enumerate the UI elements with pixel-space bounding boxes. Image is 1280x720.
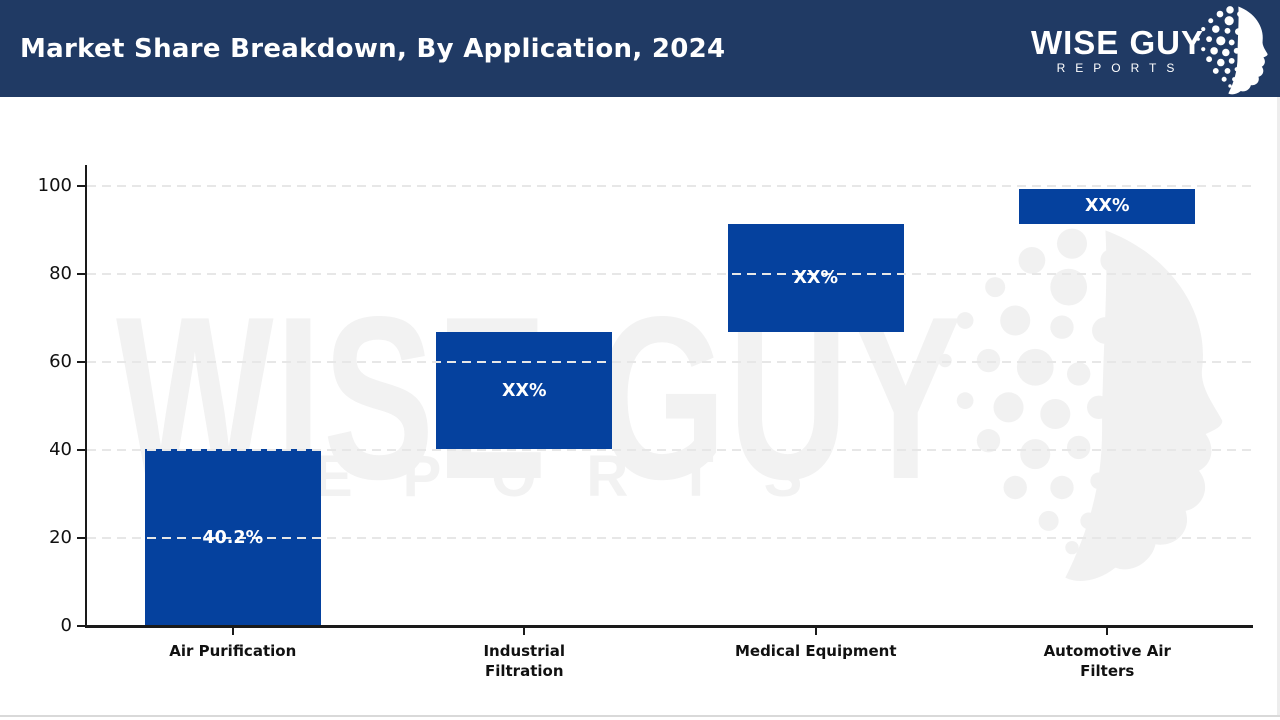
logo-subtitle: REPORTS <box>1056 61 1185 75</box>
y-axis-tick-label: 80 <box>49 263 72 284</box>
y-axis-tick-label: 0 <box>60 615 72 636</box>
category-label: Medical Equipment <box>734 642 897 660</box>
gridline <box>87 361 1253 363</box>
y-axis-tick <box>77 185 85 187</box>
x-axis-line <box>85 625 1253 628</box>
y-axis-tick <box>77 537 85 539</box>
y-axis-tick <box>77 361 85 363</box>
waterfall-bar <box>727 223 904 333</box>
bar-value-label: XX% <box>501 380 547 401</box>
gridline <box>87 273 1253 275</box>
page-title: Market Share Breakdown, By Application, … <box>20 33 726 64</box>
wise-guy-logo: WISE GUY REPORTS <box>1031 4 1272 96</box>
y-axis-tick <box>77 625 85 627</box>
category-label: Industrial Filtration <box>483 642 566 680</box>
x-axis-tick <box>1106 628 1109 635</box>
x-axis-tick <box>231 628 234 635</box>
header-bar: Market Share Breakdown, By Application, … <box>0 0 1280 97</box>
waterfall-bar <box>1019 189 1196 224</box>
x-axis-tick <box>814 628 817 635</box>
y-axis-tick <box>77 449 85 451</box>
x-axis-tick <box>523 628 526 635</box>
bar-value-label: 40.2% <box>202 527 264 548</box>
y-axis-tick-label: 40 <box>49 439 72 460</box>
y-axis-tick <box>77 273 85 275</box>
category-label: Air Purification <box>169 642 297 660</box>
bottom-border <box>0 715 1280 717</box>
bar-value-label: XX% <box>793 267 839 288</box>
category-label: Automotive Air Filters <box>1043 642 1171 680</box>
y-axis-tick-label: 100 <box>37 175 72 196</box>
right-border <box>1277 97 1280 715</box>
logo-wordmark-block: WISE GUY REPORTS <box>1030 24 1204 76</box>
waterfall-bar <box>436 332 613 450</box>
bar-value-label: XX% <box>1084 196 1130 217</box>
logo-wordmark: WISE GUY <box>1030 24 1204 61</box>
y-axis-tick-label: 20 <box>49 527 72 548</box>
y-axis-line <box>85 165 87 628</box>
y-axis-tick-label: 60 <box>49 351 72 372</box>
gridline <box>87 449 1253 451</box>
gridline <box>87 537 1253 539</box>
gridline <box>87 185 1253 187</box>
